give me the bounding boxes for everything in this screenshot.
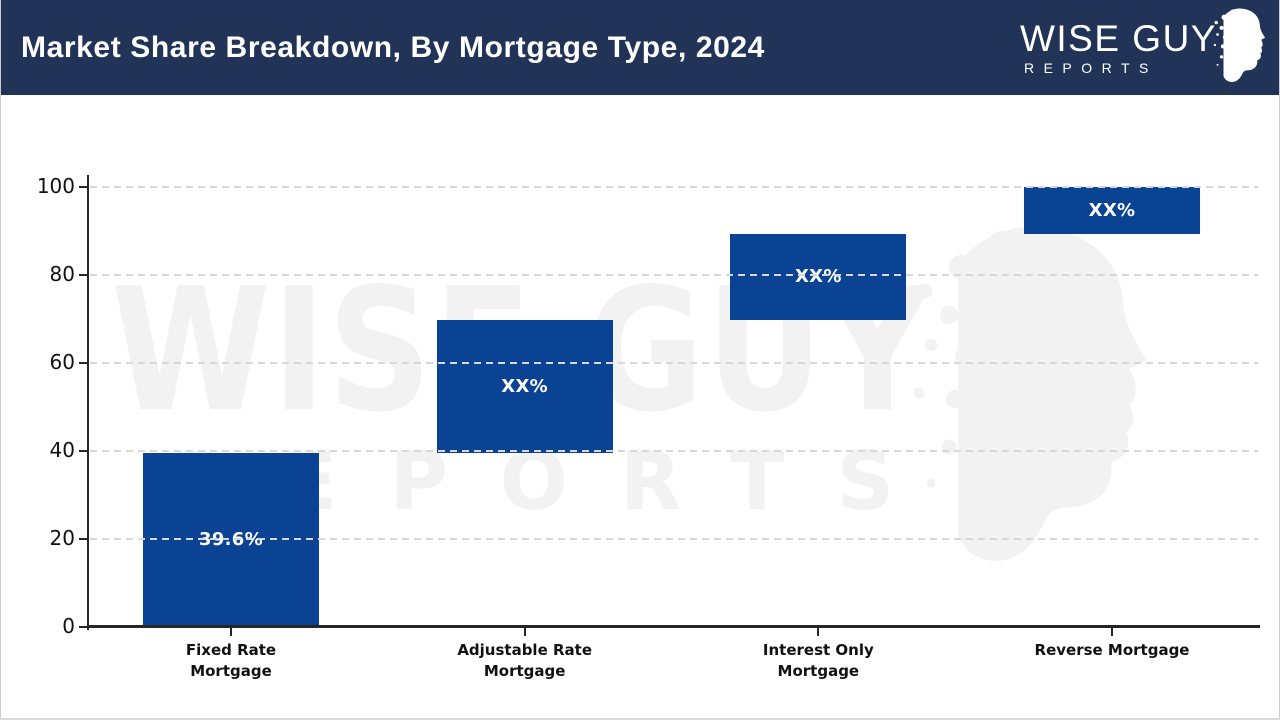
page-title: Market Share Breakdown, By Mortgage Type… bbox=[21, 30, 765, 64]
y-tick-label-60: 60 bbox=[49, 350, 75, 374]
x-axis-label-line: Reverse Mortgage bbox=[1034, 641, 1190, 659]
y-axis bbox=[87, 175, 89, 630]
x-tick-fixed-rate-mortgage bbox=[230, 628, 232, 636]
y-tick-20 bbox=[79, 538, 87, 540]
bar-reverse-mortgage: XX% bbox=[1024, 187, 1200, 234]
header: Market Share Breakdown, By Mortgage Type… bbox=[1, 0, 1279, 95]
gridline-40 bbox=[90, 450, 1258, 452]
logo-wordmark: WISE GUY bbox=[1019, 18, 1217, 59]
x-axis-label-interest-only-mortgage: Interest Only Mortgage bbox=[688, 640, 948, 682]
x-axis-label-line: Adjustable Rate bbox=[457, 641, 592, 659]
bar-value-label: XX% bbox=[794, 266, 842, 288]
y-tick-100 bbox=[79, 186, 87, 188]
y-tick-label-0: 0 bbox=[62, 614, 75, 638]
y-tick-label-80: 80 bbox=[49, 262, 75, 286]
wiseguy-logo-text: WISE GUY REPORTS bbox=[1020, 18, 1217, 76]
bar-value-label: XX% bbox=[1088, 199, 1136, 221]
y-tick-40 bbox=[79, 450, 87, 452]
x-axis bbox=[87, 625, 1260, 628]
x-axis-label-reverse-mortgage: Reverse Mortgage bbox=[982, 640, 1242, 661]
bar-value-label: XX% bbox=[501, 376, 548, 398]
x-tick-reverse-mortgage bbox=[1111, 628, 1113, 636]
y-tick-label-40: 40 bbox=[49, 438, 75, 462]
logo-face-icon bbox=[1213, 8, 1266, 82]
x-tick-adjustable-rate-mortgage bbox=[523, 628, 526, 636]
y-tick-0 bbox=[79, 626, 87, 628]
x-axis-label-line: Fixed Rate bbox=[185, 641, 277, 659]
y-tick-80 bbox=[79, 274, 87, 276]
gridline-80 bbox=[90, 274, 1258, 276]
x-axis-label-line: Mortgage bbox=[777, 662, 860, 680]
bar-adjustable-rate-mortgage: XX% bbox=[436, 320, 613, 453]
x-axis-label-fixed-rate-mortgage: Fixed Rate Mortgage bbox=[101, 640, 361, 682]
gridline-20 bbox=[90, 538, 1258, 540]
wiseguy-logo: WISE GUY REPORTS bbox=[1020, 6, 1273, 88]
bar-interest-only-mortgage: XX% bbox=[730, 233, 907, 321]
y-tick-60 bbox=[79, 362, 87, 364]
logo-subtitle: REPORTS bbox=[1023, 60, 1158, 76]
y-tick-label-100: 100 bbox=[36, 174, 75, 198]
gridline-100 bbox=[90, 186, 1258, 188]
gridline-60 bbox=[90, 362, 1258, 364]
watermark-face-icon bbox=[913, 226, 1147, 562]
y-tick-label-20: 20 bbox=[49, 526, 75, 550]
x-axis-label-line: Interest Only bbox=[762, 641, 874, 659]
x-tick-interest-only-mortgage bbox=[817, 628, 820, 636]
x-axis-label-line: Mortgage bbox=[190, 662, 272, 680]
x-axis-label-adjustable-rate-mortgage: Adjustable Rate Mortgage bbox=[395, 640, 655, 682]
x-axis-label-line: Mortgage bbox=[483, 662, 566, 680]
